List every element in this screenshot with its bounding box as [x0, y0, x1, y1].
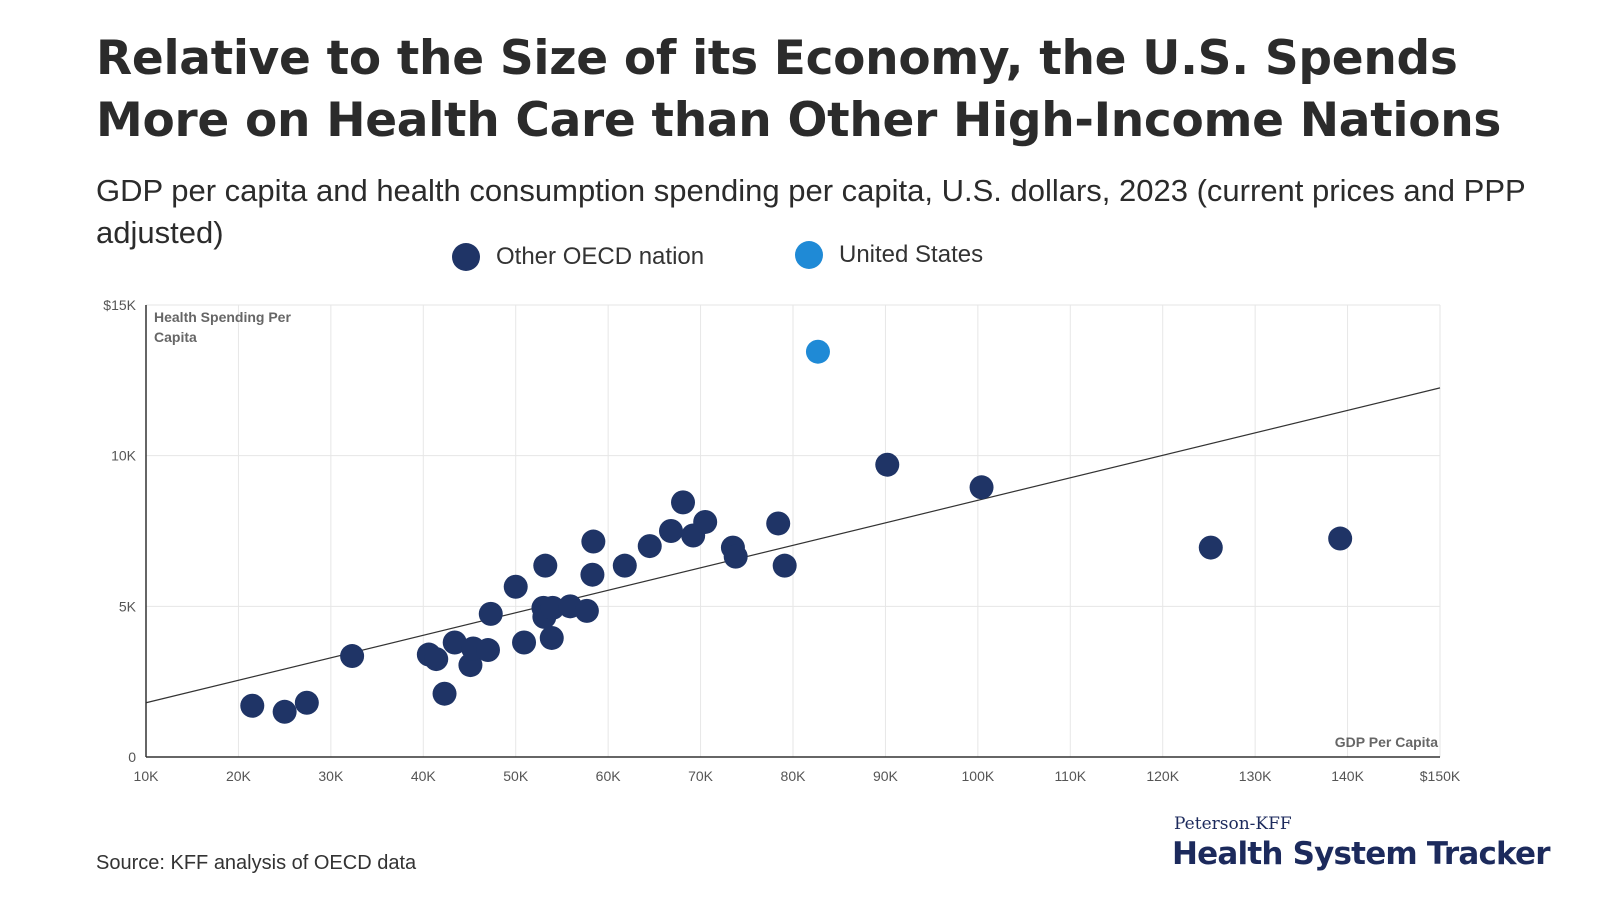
y-tick-label: 5K	[119, 598, 137, 614]
y-tick-label: 10K	[111, 448, 137, 464]
source-note: Source: KFF analysis of OECD data	[96, 852, 417, 874]
data-point-oecd	[540, 595, 565, 620]
data-point-oecd	[475, 638, 500, 663]
data-point-oecd	[875, 452, 900, 477]
data-point-oecd	[580, 562, 605, 587]
data-point-oecd	[671, 490, 696, 515]
data-point-united-states	[805, 339, 830, 364]
x-tick-label: 40K	[411, 768, 437, 784]
legend-label-other-oecd: Other OECD nation	[496, 243, 705, 270]
y-axis-label-line1: Health Spending Per	[154, 309, 291, 325]
x-tick-label: 100K	[962, 768, 995, 784]
data-point-oecd	[424, 647, 449, 672]
x-tick-label: 10K	[134, 768, 160, 784]
data-point-oecd	[766, 511, 791, 536]
data-point-oecd	[432, 681, 457, 706]
data-point-oecd	[240, 693, 265, 718]
legend: Other OECD nation United States	[0, 241, 1600, 283]
data-point-oecd	[772, 553, 797, 578]
x-tick-label: 80K	[781, 768, 807, 784]
brand-logo-text: Health System Tracker	[1172, 836, 1551, 872]
x-tick-label: 70K	[688, 768, 714, 784]
data-point-oecd	[723, 544, 748, 569]
x-tick-label: 30K	[318, 768, 344, 784]
legend-label-united-states: United States	[839, 241, 984, 268]
data-point-oecd	[969, 475, 994, 500]
data-point-oecd	[581, 529, 606, 554]
x-tick-label: 140K	[1331, 768, 1364, 784]
data-point-oecd	[693, 509, 718, 534]
x-tick-label: 50K	[503, 768, 529, 784]
data-point-oecd	[340, 644, 365, 669]
data-point-oecd	[294, 690, 319, 715]
y-tick-label: $15K	[103, 297, 136, 313]
x-axis-label: GDP Per Capita	[1335, 734, 1438, 750]
legend-item-other-oecd: Other OECD nation	[452, 243, 704, 271]
data-point-oecd	[1198, 535, 1223, 560]
y-tick-label: 0	[128, 749, 136, 765]
x-tick-label: 130K	[1239, 768, 1272, 784]
data-point-oecd	[1328, 526, 1353, 551]
y-axis-label-line2: Capita	[154, 329, 197, 345]
chart-title: Relative to the Size of its Economy, the…	[96, 31, 1502, 148]
data-point-oecd	[612, 553, 637, 578]
legend-swatch-united-states	[795, 241, 823, 269]
data-point-oecd	[503, 574, 528, 599]
legend-item-united-states: United States	[795, 241, 983, 269]
data-point-oecd	[272, 699, 297, 724]
data-point-oecd	[512, 630, 537, 655]
data-point-oecd	[442, 630, 467, 655]
x-tick-label: 90K	[873, 768, 899, 784]
data-point-oecd	[637, 534, 662, 559]
x-tick-label: 110K	[1054, 768, 1086, 784]
x-tick-label: 60K	[596, 768, 622, 784]
brand-subtitle: Peterson-KFF	[1174, 814, 1292, 834]
data-point-oecd	[658, 519, 683, 543]
chart-subtitle: GDP per capita and health consumption sp…	[96, 173, 1526, 250]
data-point-oecd	[533, 553, 558, 578]
data-point-oecd	[574, 598, 599, 623]
legend-swatch-other-oecd	[452, 243, 480, 271]
x-tick-label: $150K	[1420, 768, 1461, 784]
data-point-oecd	[478, 601, 503, 626]
data-point-oecd	[539, 625, 564, 650]
x-tick-label: 20K	[226, 768, 252, 784]
x-tick-label: 120K	[1146, 768, 1179, 784]
